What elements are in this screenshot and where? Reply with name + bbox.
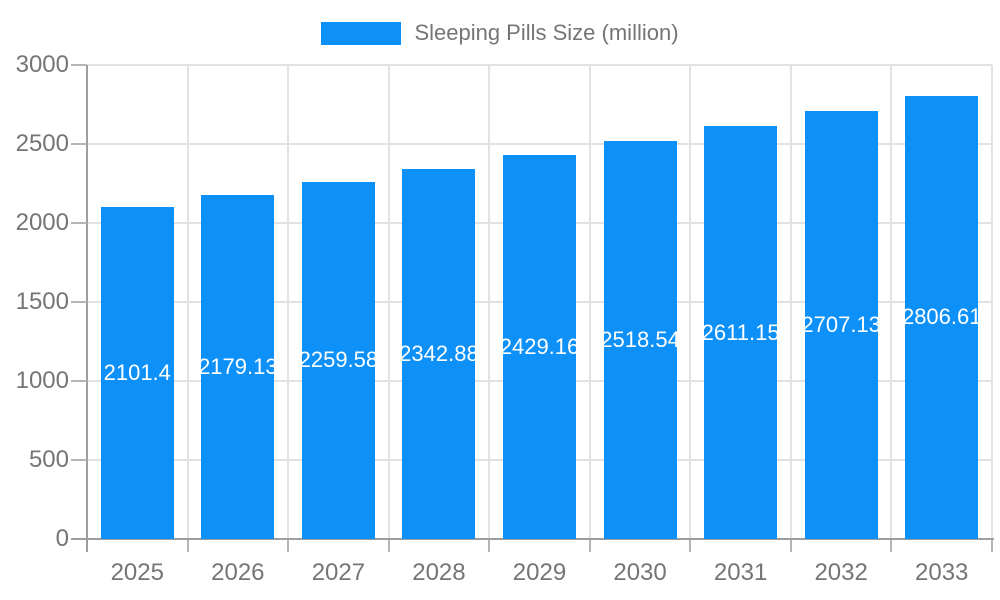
- legend: Sleeping Pills Size (million): [0, 20, 1000, 46]
- x-axis-tick: [890, 540, 893, 552]
- y-axis-tick: [71, 538, 87, 540]
- legend-label: Sleeping Pills Size (million): [414, 20, 679, 45]
- y-tick-label: 2500: [15, 130, 69, 157]
- gridline-horizontal: [87, 143, 992, 145]
- gridline-vertical: [789, 65, 792, 540]
- y-axis-tick: [71, 459, 87, 461]
- gridline-vertical: [287, 65, 290, 540]
- bar[interactable]: 2179.13: [201, 194, 275, 539]
- y-axis-tick: [71, 301, 87, 303]
- x-tick-label: 2030: [613, 559, 667, 586]
- bar-value-label: 2342.88: [402, 340, 476, 366]
- y-tick-label: 0: [55, 525, 69, 552]
- bar[interactable]: 2518.54: [603, 141, 677, 539]
- x-axis-tick: [588, 540, 591, 552]
- y-axis-tick: [71, 64, 87, 66]
- y-axis-line: [86, 65, 88, 552]
- legend-swatch[interactable]: [321, 21, 402, 45]
- bar-value-label: 2101.4: [103, 359, 171, 385]
- bar-value-label: 2611.15: [704, 319, 778, 345]
- y-tick-label: 500: [28, 446, 69, 473]
- bar-value-label: 2518.54: [603, 327, 677, 353]
- bar[interactable]: 2707.13: [804, 111, 878, 539]
- bar-value-label: 2259.58: [301, 347, 375, 373]
- bar-value-label: 2707.13: [804, 312, 878, 338]
- x-axis-tick: [689, 540, 692, 552]
- x-tick-label: 2027: [311, 559, 366, 586]
- y-tick-label: 3000: [15, 51, 69, 78]
- bar[interactable]: 2429.16: [503, 155, 576, 539]
- bar[interactable]: 2101.4: [100, 206, 174, 539]
- gridline-vertical: [387, 65, 390, 540]
- y-axis-tick: [71, 222, 87, 224]
- gridline-vertical: [588, 65, 591, 540]
- bar[interactable]: 2342.88: [402, 168, 476, 539]
- y-tick-label: 1000: [15, 367, 69, 394]
- x-tick-label: 2028: [412, 559, 466, 586]
- x-axis-tick: [488, 540, 491, 552]
- bar[interactable]: 2259.58: [301, 181, 375, 539]
- x-axis-tick: [387, 540, 390, 552]
- x-axis-line: [87, 538, 994, 540]
- gridline-vertical: [890, 65, 893, 540]
- x-tick-label: 2033: [915, 559, 969, 586]
- gridline-vertical: [186, 65, 189, 540]
- gridline-vertical: [488, 65, 491, 540]
- x-tick-label: 2032: [814, 559, 868, 586]
- gridline-horizontal: [87, 64, 992, 66]
- y-axis-tick: [71, 380, 87, 382]
- y-tick-label: 2000: [15, 209, 69, 236]
- bar-value-label: 2806.61: [905, 304, 979, 330]
- x-axis-tick: [789, 540, 792, 552]
- bar-value-label: 2429.16: [503, 334, 576, 360]
- x-tick-label: 2031: [713, 559, 768, 586]
- gridline-vertical: [689, 65, 692, 540]
- bar[interactable]: 2806.61: [905, 95, 979, 539]
- bar-value-label: 2179.13: [201, 353, 275, 379]
- x-tick-label: 2029: [512, 559, 567, 586]
- x-axis-tick: [287, 540, 290, 552]
- gridline-vertical: [991, 65, 993, 540]
- y-axis-tick: [71, 143, 87, 145]
- x-axis-tick: [186, 540, 189, 552]
- x-tick-label: 2025: [110, 559, 164, 586]
- x-axis-tick: [991, 540, 993, 552]
- y-tick-label: 1500: [15, 288, 69, 315]
- x-tick-label: 2026: [211, 559, 265, 586]
- bar[interactable]: 2611.15: [704, 126, 778, 539]
